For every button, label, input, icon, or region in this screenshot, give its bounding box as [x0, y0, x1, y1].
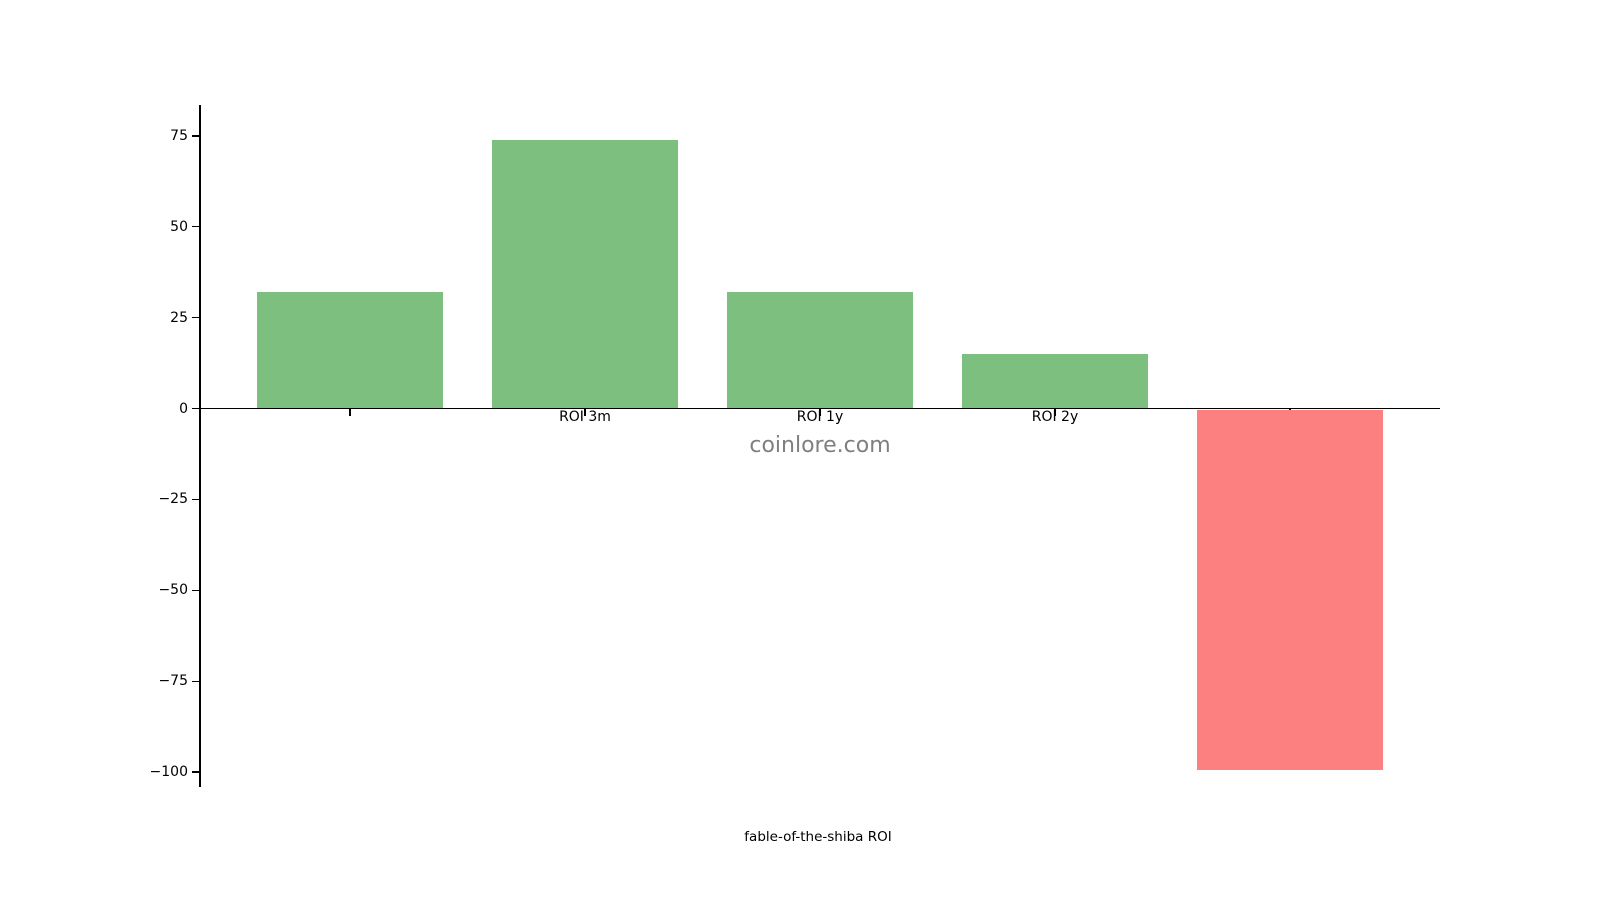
y-tick — [192, 498, 199, 501]
y-tick-label: 75 — [170, 127, 188, 144]
bar-roi-1y — [727, 292, 913, 409]
y-tick — [192, 226, 199, 228]
bar-unlabeled-0 — [257, 292, 443, 409]
x-tick — [584, 408, 586, 416]
x-tick-label: ROI 2y — [1031, 408, 1079, 425]
x-tick — [1054, 408, 1056, 416]
x-tick-label: ROI 3m — [559, 408, 611, 425]
y-axis-spine — [199, 105, 201, 787]
y-tick-label: −75 — [158, 673, 188, 690]
y-tick — [192, 135, 199, 137]
y-tick-label: 0 — [179, 400, 188, 417]
y-tick-label: −25 — [158, 491, 188, 508]
y-tick — [192, 407, 199, 410]
y-tick — [192, 589, 199, 591]
bar-roi-3m — [492, 139, 678, 409]
y-tick — [192, 317, 199, 319]
y-tick-label: −100 — [149, 764, 188, 780]
x-tick-label: ROI 1y — [796, 408, 844, 425]
y-tick — [192, 680, 199, 682]
y-tick-label: −50 — [158, 582, 188, 599]
chart-title: fable-of-the-shiba ROI — [744, 829, 892, 845]
bar-unlabeled-4 — [1197, 410, 1383, 770]
x-tick — [349, 408, 351, 416]
y-tick — [192, 771, 199, 773]
y-tick-label: 25 — [170, 309, 188, 326]
watermark-text: coinlore.com — [749, 433, 891, 458]
x-axis-zero-line — [199, 407, 1440, 410]
y-tick-label: 50 — [170, 218, 188, 235]
bar-roi-2y — [962, 353, 1148, 409]
x-tick — [819, 408, 821, 416]
